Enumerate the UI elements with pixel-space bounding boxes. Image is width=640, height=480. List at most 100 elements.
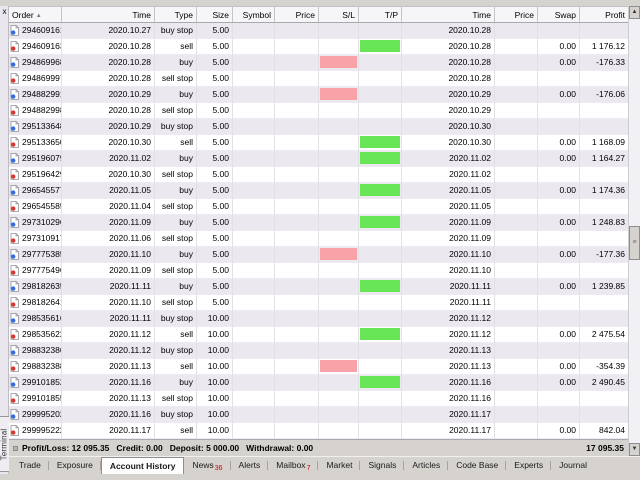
tp-cell	[359, 39, 402, 55]
open-time-cell: 2020.10.28	[62, 39, 155, 55]
table-row[interactable]: 298182641 2020.11.10 sell stop 5.00 2020…	[9, 295, 628, 311]
order-number: 299995202	[22, 409, 62, 419]
tab-news[interactable]: News36	[184, 457, 231, 474]
table-row[interactable]: 295133648 2020.10.29 buy stop 5.00 2020.…	[9, 119, 628, 135]
order-cell: 297310917	[9, 231, 62, 247]
column-header-price2[interactable]: Price	[495, 7, 538, 22]
table-row[interactable]: 295133650 2020.10.30 sell 5.00 2020.10.3…	[9, 135, 628, 151]
table-row[interactable]: 295196079 2020.11.02 buy 5.00 2020.11.02…	[9, 151, 628, 167]
tab-exposure[interactable]: Exposure	[49, 457, 101, 474]
table-row[interactable]: 297310917 2020.11.06 sell stop 5.00 2020…	[9, 231, 628, 247]
table-row[interactable]: 297775496 2020.11.09 sell stop 5.00 2020…	[9, 263, 628, 279]
price-cell	[275, 311, 319, 327]
table-row[interactable]: 299101855 2020.11.13 sell stop 10.00 202…	[9, 391, 628, 407]
profit-cell: 2 490.45	[580, 375, 628, 391]
order-number: 297775496	[22, 265, 62, 275]
tab-code-base[interactable]: Code Base	[448, 457, 507, 474]
type-cell: sell stop	[155, 263, 197, 279]
table-row[interactable]: 294869997 2020.10.28 sell stop 5.00 2020…	[9, 71, 628, 87]
close-price-cell	[495, 311, 538, 327]
column-header-tp[interactable]: T/P	[359, 7, 402, 22]
swap-cell: 0.00	[538, 247, 580, 263]
column-header-type[interactable]: Type	[155, 7, 197, 22]
price-cell	[275, 167, 319, 183]
terminal-vertical-tab[interactable]: Terminal	[0, 416, 9, 472]
tab-journal[interactable]: Journal	[551, 457, 595, 474]
symbol-cell	[233, 263, 275, 279]
close-time-cell: 2020.11.11	[402, 279, 495, 295]
order-cell: 294882998	[9, 103, 62, 119]
account-history-grid: Order ▲ Time Type Size Symbol Price S/L T/P Time P…	[9, 6, 628, 456]
close-price-cell	[495, 279, 538, 295]
tab-alerts[interactable]: Alerts	[231, 457, 269, 474]
type-cell: buy stop	[155, 407, 197, 423]
order-doc-icon	[10, 361, 19, 372]
open-time-cell: 2020.10.28	[62, 103, 155, 119]
profit-cell	[580, 311, 628, 327]
table-row[interactable]: 298535622 2020.11.12 sell 10.00 2020.11.…	[9, 327, 628, 343]
order-doc-icon	[10, 89, 19, 100]
table-row[interactable]: 295196429 2020.10.30 sell stop 5.00 2020…	[9, 167, 628, 183]
close-time-cell: 2020.10.28	[402, 55, 495, 71]
table-row[interactable]: 296545577 2020.11.05 buy 5.00 2020.11.05…	[9, 183, 628, 199]
table-row[interactable]: 298182635 2020.11.11 buy 5.00 2020.11.11…	[9, 279, 628, 295]
table-row[interactable]: 298832388 2020.11.13 sell 10.00 2020.11.…	[9, 359, 628, 375]
close-time-cell: 2020.11.16	[402, 391, 495, 407]
column-header-size[interactable]: Size	[197, 7, 233, 22]
table-row[interactable]: 294609161 2020.10.27 buy stop 5.00 2020.…	[9, 23, 628, 39]
column-header-sl[interactable]: S/L	[319, 7, 359, 22]
tab-market[interactable]: Market	[318, 457, 361, 474]
sl-cell	[319, 71, 359, 87]
table-row[interactable]: 297310296 2020.11.09 buy 5.00 2020.11.09…	[9, 215, 628, 231]
column-header-order[interactable]: Order ▲	[9, 7, 62, 22]
scrollbar-thumb[interactable]: ≡	[629, 226, 640, 260]
column-header-time2[interactable]: Time	[402, 7, 495, 22]
tab-mailbox[interactable]: Mailbox7	[268, 457, 319, 474]
order-doc-icon	[10, 265, 19, 276]
column-header-swap[interactable]: Swap	[538, 7, 580, 22]
price-cell	[275, 343, 319, 359]
column-header-symbol[interactable]: Symbol	[233, 7, 275, 22]
type-cell: buy	[155, 375, 197, 391]
order-doc-icon	[10, 233, 19, 244]
table-row[interactable]: 298832386 2020.11.12 buy stop 10.00 2020…	[9, 343, 628, 359]
close-icon[interactable]: x	[2, 7, 7, 16]
table-row[interactable]: 298535616 2020.11.11 buy stop 10.00 2020…	[9, 311, 628, 327]
table-row[interactable]: 299995202 2020.11.16 buy stop 10.00 2020…	[9, 407, 628, 423]
column-header-price[interactable]: Price	[275, 7, 319, 22]
table-row[interactable]: 299995222 2020.11.17 sell 10.00 2020.11.…	[9, 423, 628, 439]
tab-trade[interactable]: Trade	[11, 457, 49, 474]
profit-cell	[580, 231, 628, 247]
column-header-profit[interactable]: Profit	[605, 10, 625, 20]
table-row[interactable]: 297775385 2020.11.10 buy 5.00 2020.11.10…	[9, 247, 628, 263]
table-row[interactable]: 294609163 2020.10.28 sell 5.00 2020.10.2…	[9, 39, 628, 55]
table-row[interactable]: 294869968 2020.10.28 buy 5.00 2020.10.28…	[9, 55, 628, 71]
column-header-time[interactable]: Time	[62, 7, 155, 22]
type-cell: buy stop	[155, 343, 197, 359]
size-cell: 10.00	[197, 407, 233, 423]
swap-cell	[538, 311, 580, 327]
table-row[interactable]: 299101852 2020.11.16 buy 10.00 2020.11.1…	[9, 375, 628, 391]
table-row[interactable]: 296545585 2020.11.04 sell stop 5.00 2020…	[9, 199, 628, 215]
tab-signals[interactable]: Signals	[360, 457, 405, 474]
order-number: 298535622	[22, 329, 62, 339]
tp-hit-highlight	[360, 280, 400, 292]
summary-segment: Withdrawal: 0.00	[246, 443, 314, 453]
tab-account-history[interactable]: Account History	[100, 457, 185, 474]
table-row[interactable]: 294882991 2020.10.29 buy 5.00 2020.10.29…	[9, 87, 628, 103]
type-cell: buy	[155, 55, 197, 71]
symbol-cell	[233, 311, 275, 327]
symbol-cell	[233, 279, 275, 295]
size-cell: 5.00	[197, 103, 233, 119]
tab-articles[interactable]: Articles	[404, 457, 449, 474]
scroll-up-icon[interactable]: ▲	[629, 6, 640, 19]
size-cell: 5.00	[197, 183, 233, 199]
tp-cell	[359, 215, 402, 231]
close-price-cell	[495, 407, 538, 423]
tab-experts[interactable]: Experts	[506, 457, 551, 474]
scroll-down-icon[interactable]: ▼	[629, 443, 640, 456]
size-cell: 5.00	[197, 231, 233, 247]
table-row[interactable]: 294882998 2020.10.28 sell stop 5.00 2020…	[9, 103, 628, 119]
price-cell	[275, 183, 319, 199]
vertical-scrollbar[interactable]: ▲ ≡ ▼	[628, 6, 640, 456]
